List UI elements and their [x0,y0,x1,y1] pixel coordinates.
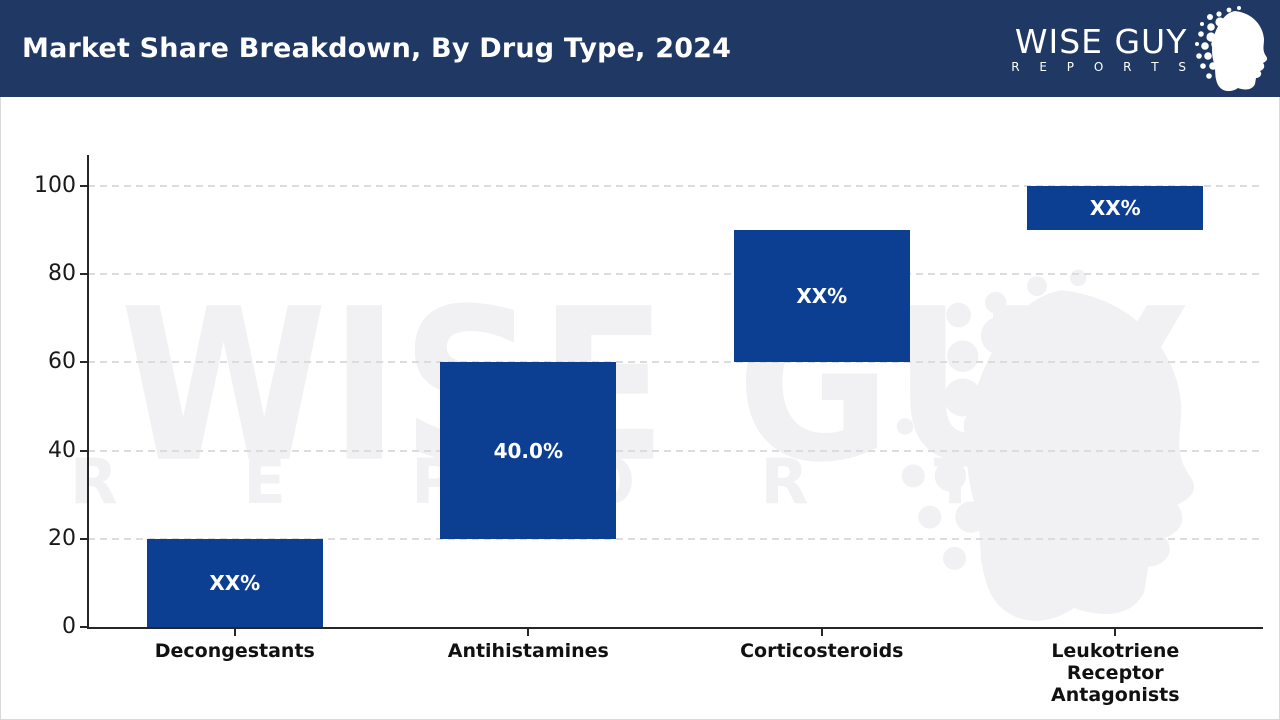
y-tick-label: 80 [48,261,76,287]
logo-subtext: R E P O R T S [1011,60,1194,74]
gridline [88,361,1262,364]
y-tick-label: 60 [48,349,76,375]
y-tick-label: 40 [48,437,76,463]
gridline [88,185,1262,187]
logo-wordmark: WISE GUY [1014,22,1188,61]
x-category-label: Leukotriene Receptor Antagonists [1051,640,1180,707]
header: Market Share Breakdown, By Drug Type, 20… [0,0,1280,97]
x-tick-mark [1114,629,1117,636]
bar: XX% [146,538,323,627]
bar-value-label: XX% [796,284,848,309]
bar: XX% [733,230,910,363]
x-category-label: Decongestants [154,640,315,662]
x-category-label: Corticosteroids [740,640,904,662]
brand-logo-text: WISE GUY R E P O R T S [1008,25,1194,73]
gridline [88,537,1262,540]
bar: 40.0% [440,362,617,539]
brand-logo: WISE GUY R E P O R T S [1008,6,1270,92]
x-axis-line [87,627,1263,629]
y-tick-mark [80,273,88,276]
bar-value-label: XX% [1089,196,1141,221]
y-tick-label: 100 [34,173,76,198]
y-tick-mark [80,626,88,628]
bar-value-label: 40.0% [493,438,563,463]
x-tick-mark [527,629,530,636]
logo-head-icon [1195,6,1268,92]
y-tick-mark [80,185,88,187]
gridline [88,273,1262,276]
bar: XX% [1027,186,1204,231]
y-tick-mark [80,449,88,452]
page-title: Market Share Breakdown, By Drug Type, 20… [22,33,732,64]
x-tick-mark [820,629,823,636]
y-tick-label: 20 [48,525,76,551]
y-axis-line [87,155,89,629]
gridline [88,449,1262,452]
y-tick-mark [80,361,88,364]
x-category-label: Antihistamines [447,640,609,662]
y-tick-mark [80,537,88,540]
y-tick-label: 0 [62,614,76,639]
x-tick-mark [233,629,236,636]
bar-value-label: XX% [209,570,261,595]
